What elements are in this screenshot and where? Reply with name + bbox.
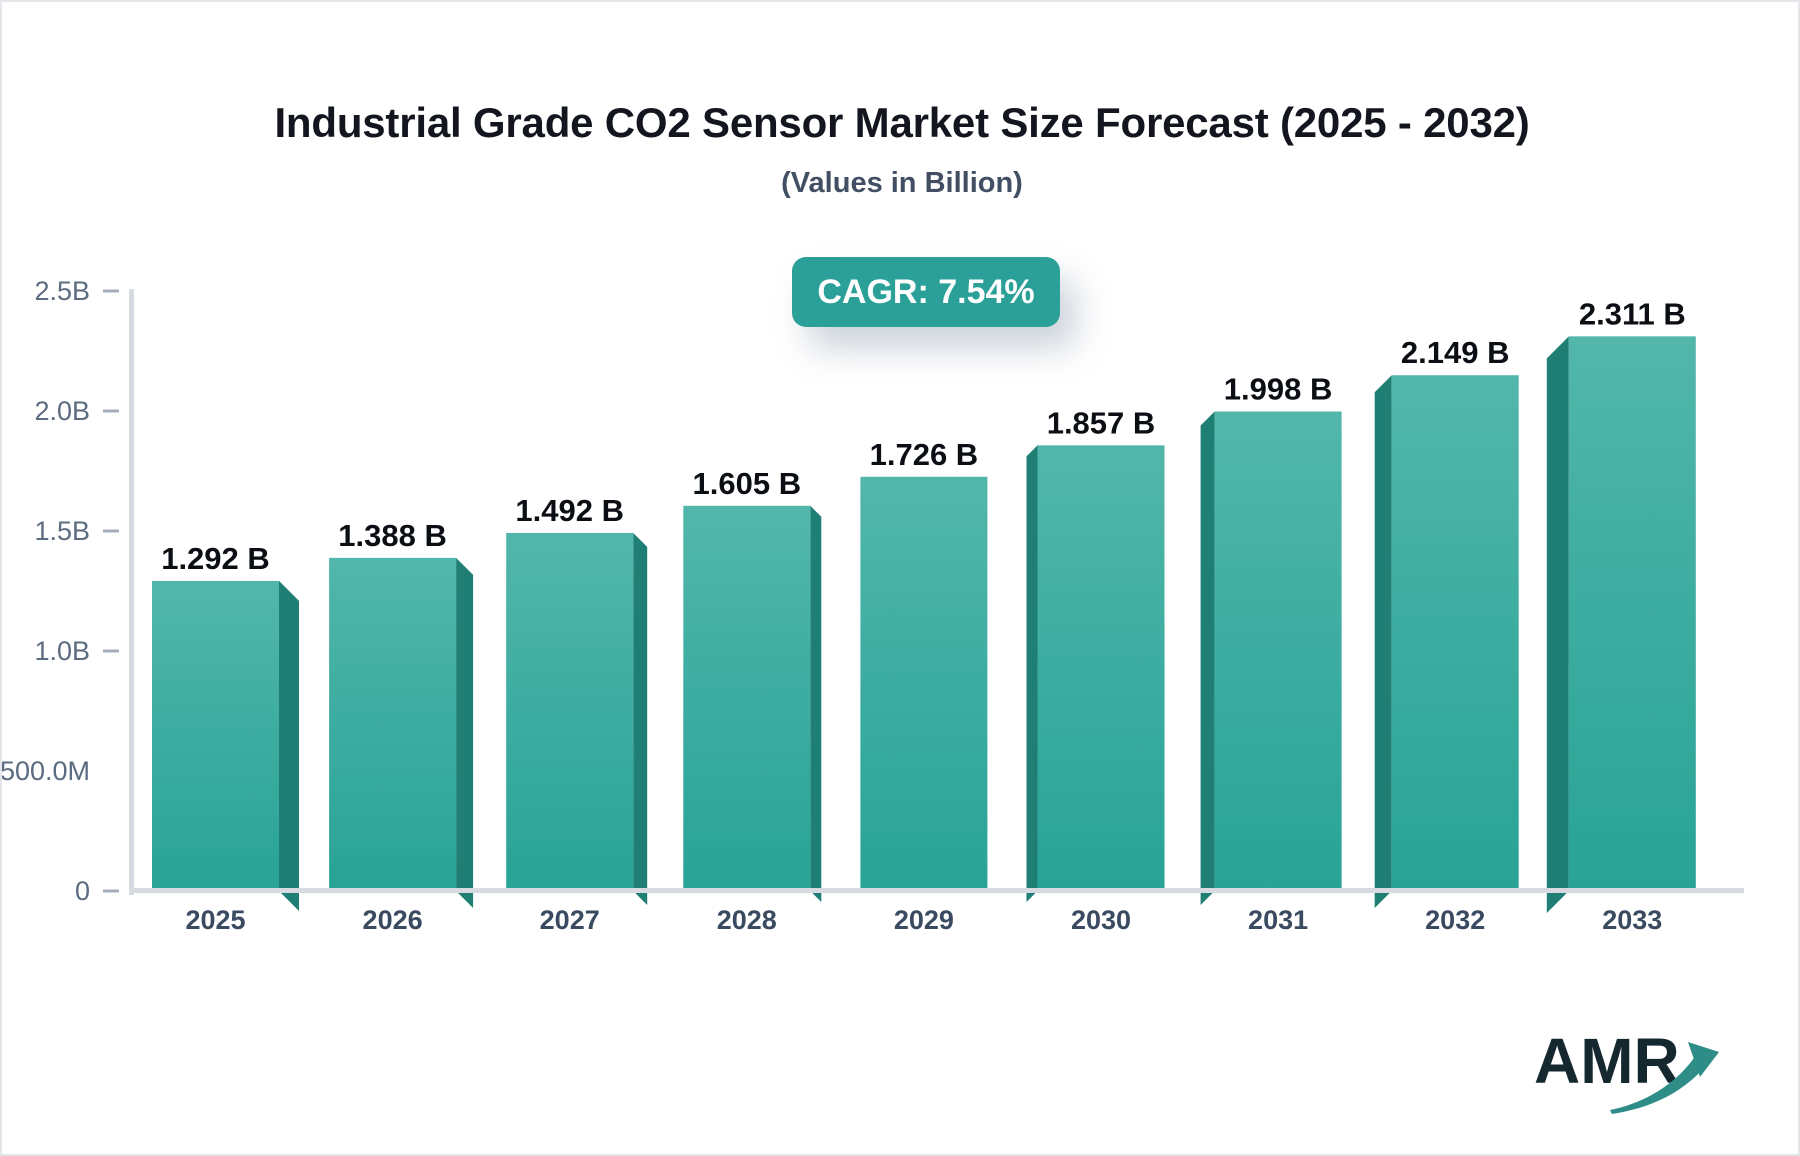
bar-face: [1037, 445, 1165, 891]
bar-2027: 1.492 B 2027: [506, 493, 648, 935]
bar-value-label: 1.726 B: [870, 437, 979, 472]
bar-side-panel: [1200, 411, 1215, 905]
x-axis-line: [129, 888, 1744, 893]
cagr-badge: CAGR: 7.54%: [792, 257, 1060, 327]
chart-subtitle: (Values in Billion): [781, 167, 1023, 199]
y-tick-label: 2.5B: [34, 276, 90, 306]
bar-value-label: 1.857 B: [1047, 405, 1156, 440]
bar-face: [506, 532, 634, 891]
bar-face: [683, 505, 811, 891]
bar-side-panel: [810, 505, 822, 902]
chart-title: Industrial Grade CO2 Sensor Market Size …: [274, 99, 1530, 146]
amr-logo-text: AMR: [1534, 1025, 1680, 1097]
bar-side-panel: [633, 532, 648, 905]
bar-value-label: 1.292 B: [161, 541, 270, 576]
bar-2028: 1.605 B 2028: [683, 466, 822, 935]
bar-side-panel: [1374, 375, 1392, 908]
bar-face: [860, 476, 988, 891]
bar-side-panel: [1026, 445, 1038, 902]
bar-value-label: 1.998 B: [1224, 371, 1333, 406]
bar-2033: 2.311 B 2033: [1546, 296, 1696, 935]
trend-up-arrow-icon: [1610, 1042, 1719, 1114]
bar-2029: 1.726 B 2029: [860, 437, 988, 935]
y-tick-label: 1.0B: [34, 636, 90, 666]
bar-face: [329, 557, 457, 891]
bar-value-label: 1.388 B: [338, 518, 447, 553]
bar-2026: 1.388 B 2026: [329, 518, 474, 935]
x-tick-label: 2033: [1602, 905, 1662, 935]
bar-2025: 1.292 B 2025: [152, 541, 299, 935]
bar-side-panel: [279, 580, 299, 911]
x-tick-label: 2029: [894, 905, 954, 935]
bar-face: [1391, 375, 1519, 891]
x-tick-label: 2027: [540, 905, 600, 935]
amr-logo: AMR: [1534, 1024, 1734, 1134]
bar-face: [1214, 411, 1342, 891]
bar-2031: 1.998 B 2031: [1200, 371, 1342, 935]
bar-side-panel: [456, 557, 474, 908]
x-tick-label: 2028: [717, 905, 777, 935]
bar-value-label: 1.492 B: [515, 493, 624, 528]
y-tick-label: 1.5B: [34, 516, 90, 546]
x-tick-label: 2025: [185, 905, 245, 935]
bar-side-panel: [1546, 336, 1569, 913]
y-tick-label: 0: [75, 876, 90, 906]
y-axis-line: [129, 289, 134, 895]
bar-value-label: 2.149 B: [1401, 335, 1510, 370]
y-tick-label: 2.0B: [34, 396, 90, 426]
y-tick-label: 500.0M: [2, 756, 90, 786]
bar-2030: 1.857 B 2030: [1026, 405, 1165, 935]
x-tick-label: 2030: [1071, 905, 1131, 935]
x-tick-label: 2031: [1248, 905, 1308, 935]
bar-value-label: 2.311 B: [1579, 296, 1686, 331]
bar-value-label: 1.605 B: [693, 466, 802, 501]
bar-face: [1568, 336, 1696, 891]
x-tick-label: 2026: [363, 905, 423, 935]
bar-face: [152, 580, 279, 891]
x-tick-label: 2032: [1425, 905, 1485, 935]
bar-2032: 2.149 B 2032: [1374, 335, 1519, 935]
